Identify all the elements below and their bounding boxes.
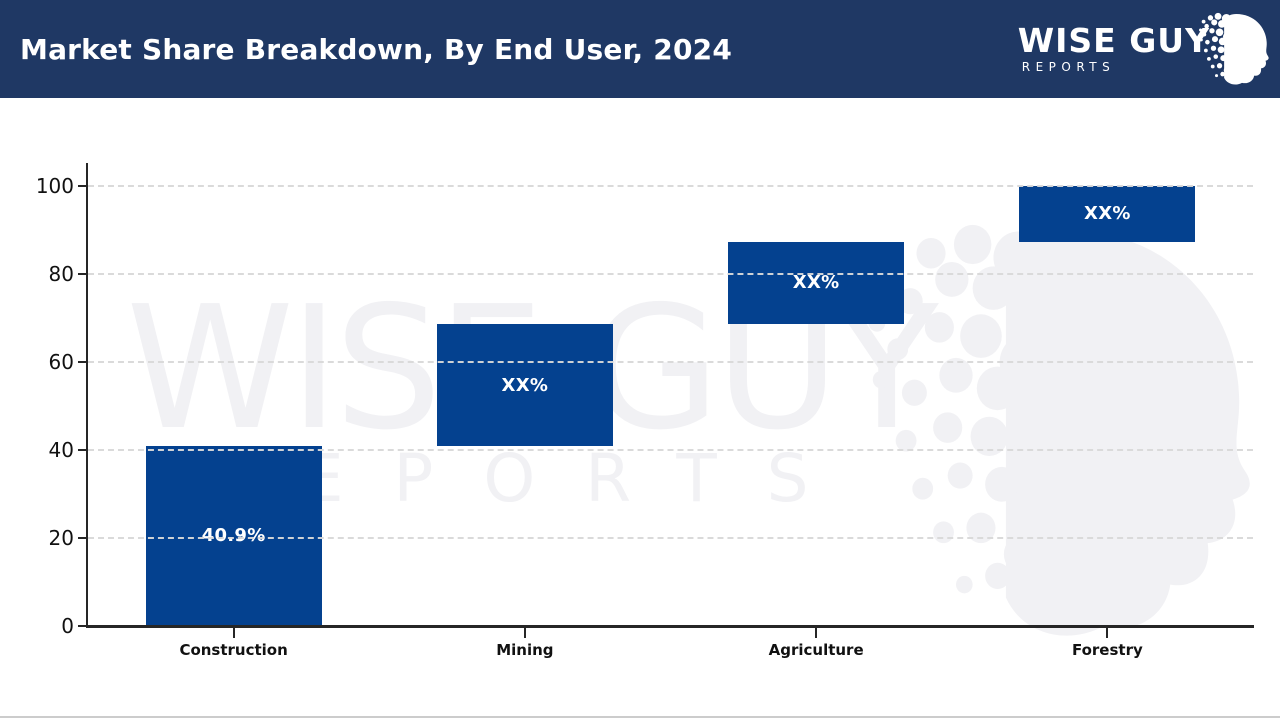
y-axis-spine (86, 163, 88, 628)
x-label-mining: Mining (496, 641, 554, 659)
logo-wordmark: WISE GUY (1017, 21, 1210, 61)
bar-construction: 40.9% (145, 445, 322, 626)
x-tick-agriculture (815, 628, 818, 638)
x-tick-forestry (1106, 628, 1109, 638)
y-tick-60 (78, 360, 88, 363)
y-tick-label-80: 80 (48, 261, 74, 286)
x-axis-spine (86, 625, 1254, 628)
bar-forestry: XX% (1019, 185, 1196, 242)
bar-label-construction: 40.9% (201, 525, 266, 547)
x-label-agriculture: Agriculture (768, 641, 864, 659)
gridline-80 (88, 272, 1253, 275)
bar-label-agriculture: XX% (792, 272, 840, 294)
y-tick-label-20: 20 (48, 525, 74, 550)
header: Market Share Breakdown, By End User, 202… (0, 0, 1280, 98)
bar-agriculture: XX% (728, 241, 905, 325)
x-label-forestry: Forestry (1071, 641, 1143, 659)
gridline-60 (88, 360, 1253, 363)
x-tick-construction (232, 628, 235, 638)
bar-label-mining: XX% (501, 374, 549, 396)
y-tick-label-0: 0 (61, 614, 74, 638)
y-tick-label-60: 60 (48, 349, 74, 374)
y-tick-20 (78, 536, 88, 539)
gridline-20 (88, 536, 1253, 539)
y-tick-100 (78, 184, 88, 187)
bar-label-forestry: XX% (1084, 203, 1131, 225)
logo-subtitle: REPORTS (1021, 59, 1116, 74)
x-label-construction: Construction (179, 641, 288, 659)
logo-text: WISE GUY REPORTS (1018, 24, 1210, 74)
y-tick-label-100: 100 (35, 173, 74, 198)
bar-mining: XX% (436, 324, 613, 446)
bottom-divider (0, 716, 1280, 718)
y-tick-label-40: 40 (48, 437, 74, 462)
page-title: Market Share Breakdown, By End User, 202… (20, 32, 733, 66)
gridline-40 (88, 448, 1253, 451)
gridline-100 (88, 184, 1253, 187)
y-tick-0 (78, 625, 88, 627)
y-tick-80 (78, 272, 88, 275)
y-tick-40 (78, 448, 88, 451)
wise-guy-reports-logo: WISE GUY REPORTS (1018, 4, 1272, 94)
x-tick-mining (523, 628, 526, 638)
